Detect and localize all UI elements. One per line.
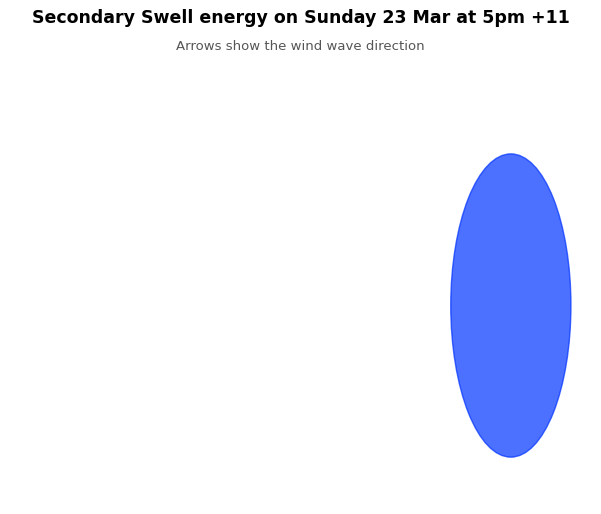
Text: Arrows show the wind wave direction: Arrows show the wind wave direction — [176, 40, 425, 52]
Text: Secondary Swell energy on Sunday 23 Mar at 5pm +11: Secondary Swell energy on Sunday 23 Mar … — [32, 9, 569, 27]
Ellipse shape — [451, 154, 571, 457]
